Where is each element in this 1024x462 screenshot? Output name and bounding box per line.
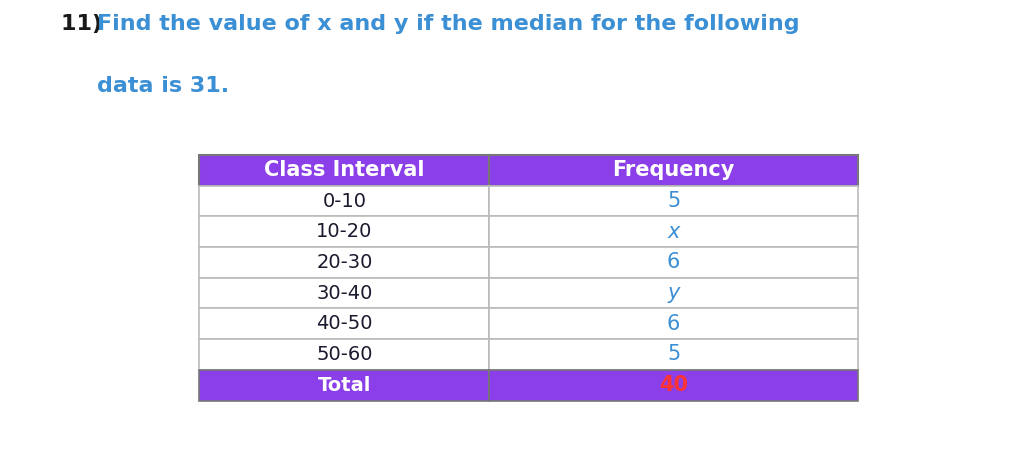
Text: Total: Total: [317, 376, 371, 395]
FancyBboxPatch shape: [489, 339, 858, 370]
FancyBboxPatch shape: [200, 370, 489, 401]
FancyBboxPatch shape: [489, 278, 858, 309]
Text: y: y: [668, 283, 680, 303]
Text: 20-30: 20-30: [316, 253, 373, 272]
FancyBboxPatch shape: [489, 309, 858, 339]
Text: x: x: [668, 222, 680, 242]
FancyBboxPatch shape: [489, 247, 858, 278]
Text: 5: 5: [667, 345, 680, 365]
Text: 6: 6: [667, 314, 680, 334]
FancyBboxPatch shape: [200, 309, 489, 339]
FancyBboxPatch shape: [200, 339, 489, 370]
FancyBboxPatch shape: [200, 247, 489, 278]
FancyBboxPatch shape: [200, 155, 489, 186]
Text: 11): 11): [61, 14, 111, 34]
Text: 40: 40: [659, 375, 688, 395]
FancyBboxPatch shape: [489, 155, 858, 186]
Text: Find the value of x and y if the median for the following: Find the value of x and y if the median …: [97, 14, 800, 34]
FancyBboxPatch shape: [200, 186, 489, 216]
Text: Class Interval: Class Interval: [264, 160, 425, 180]
Text: 30-40: 30-40: [316, 284, 373, 303]
Text: 0-10: 0-10: [323, 192, 367, 211]
Text: 50-60: 50-60: [316, 345, 373, 364]
Text: 10-20: 10-20: [316, 222, 373, 241]
FancyBboxPatch shape: [489, 186, 858, 216]
Text: Frequency: Frequency: [612, 160, 735, 180]
FancyBboxPatch shape: [489, 370, 858, 401]
FancyBboxPatch shape: [200, 278, 489, 309]
Text: 40-50: 40-50: [316, 314, 373, 333]
Text: 6: 6: [667, 252, 680, 273]
Text: 5: 5: [667, 191, 680, 211]
FancyBboxPatch shape: [200, 216, 489, 247]
FancyBboxPatch shape: [489, 216, 858, 247]
Text: data is 31.: data is 31.: [97, 76, 229, 96]
